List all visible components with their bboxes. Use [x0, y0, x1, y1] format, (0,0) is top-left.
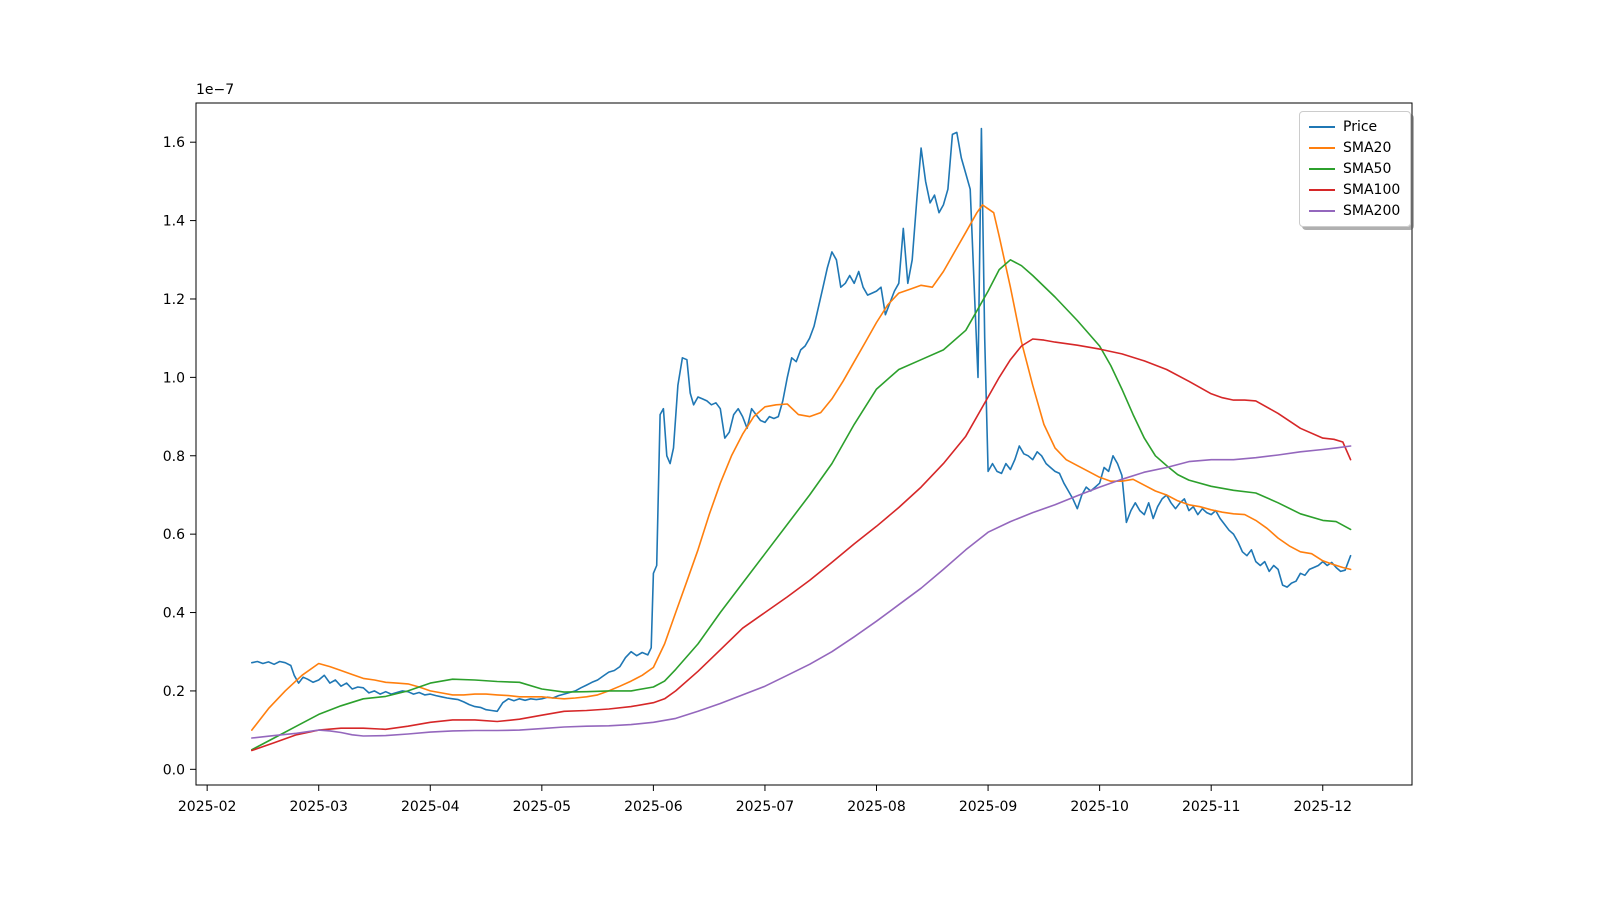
legend-label-price: Price — [1343, 119, 1378, 135]
price-line-swatch — [1309, 126, 1335, 128]
price-line — [251, 127, 1352, 713]
x-tick-label: 2025-10 — [1070, 799, 1129, 815]
y-axis-offset-label: 1e−7 — [196, 82, 234, 98]
legend-item-sma100: SMA100 — [1309, 182, 1400, 198]
y-tick-label: 1.0 — [163, 370, 185, 386]
legend-label-sma50: SMA50 — [1343, 161, 1392, 177]
sma100-line-swatch — [1309, 189, 1335, 191]
legend-item-sma50: SMA50 — [1309, 161, 1400, 177]
x-tick-label: 2025-06 — [624, 799, 683, 815]
y-tick-label: 0.4 — [163, 606, 185, 622]
x-tick-label: 2025-09 — [959, 799, 1018, 815]
sma50-line-swatch — [1309, 168, 1335, 170]
y-tick-label: 0.6 — [163, 527, 185, 543]
x-tick-label: 2025-04 — [401, 799, 460, 815]
sma200-line-swatch — [1309, 210, 1335, 212]
x-axis: 2025-02 2025-03 2025-04 2025-05 2025-06 2025-… — [178, 785, 1352, 815]
y-tick-label: 0.8 — [163, 449, 185, 465]
sma20-line-swatch — [1309, 147, 1335, 149]
sma100-line — [251, 338, 1352, 752]
y-tick-label: 1.4 — [163, 214, 185, 230]
series-lines — [251, 127, 1352, 752]
legend-label-sma100: SMA100 — [1343, 182, 1401, 198]
y-tick-label: 0.2 — [163, 684, 185, 700]
y-tick-label: 1.6 — [163, 135, 185, 151]
x-tick-label: 2025-07 — [736, 799, 795, 815]
axes-frame — [195, 102, 1413, 786]
sma50-line — [251, 258, 1352, 751]
y-tick-label: 1.2 — [163, 292, 185, 308]
x-tick-label: 2025-03 — [289, 799, 348, 815]
y-axis: 0.0 0.2 0.4 0.6 0.8 1.0 1.2 1.4 1.6 — [163, 135, 196, 778]
legend-item-price: Price — [1309, 119, 1400, 135]
legend: Price SMA20 SMA50 SMA100 SMA200 — [1299, 111, 1412, 227]
legend-item-sma20: SMA20 — [1309, 140, 1400, 156]
axes-background — [196, 103, 1412, 785]
legend-item-sma200: SMA200 — [1309, 203, 1400, 219]
x-tick-label: 2025-11 — [1182, 799, 1241, 815]
sma20-line — [251, 204, 1352, 731]
sma200-line — [251, 445, 1352, 739]
x-tick-label: 2025-02 — [178, 799, 237, 815]
y-tick-label: 0.0 — [163, 762, 185, 778]
legend-label-sma200: SMA200 — [1343, 203, 1401, 219]
x-tick-label: 2025-05 — [513, 799, 572, 815]
x-tick-label: 2025-12 — [1294, 799, 1353, 815]
x-tick-label: 2025-08 — [847, 799, 906, 815]
legend-label-sma20: SMA20 — [1343, 140, 1392, 156]
